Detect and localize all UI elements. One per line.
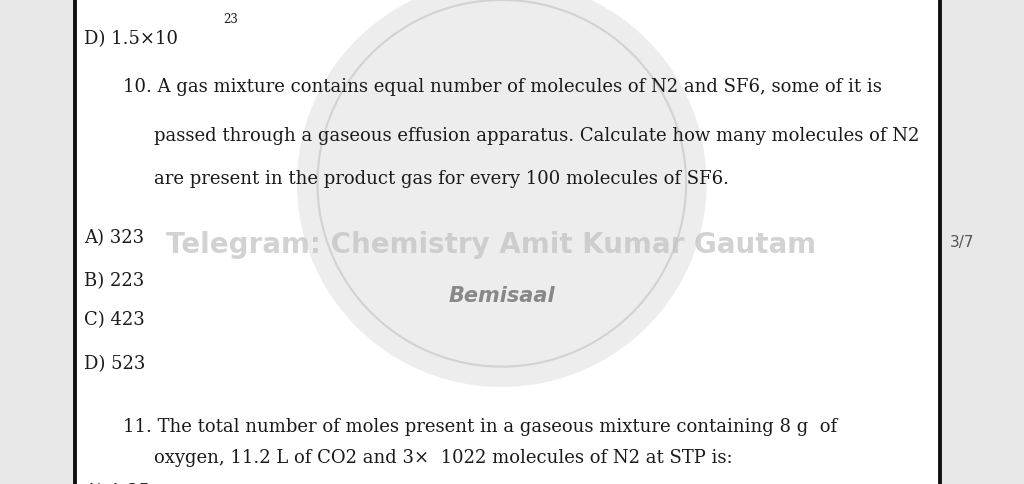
- Text: A) 323: A) 323: [84, 228, 144, 246]
- FancyBboxPatch shape: [75, 0, 940, 484]
- Text: Bemisaal: Bemisaal: [449, 285, 555, 305]
- Text: A) 1.25: A) 1.25: [84, 482, 150, 484]
- Text: oxygen, 11.2 L of CO2 and 3×  1022 molecules of N2 at STP is:: oxygen, 11.2 L of CO2 and 3× 1022 molecu…: [154, 448, 732, 467]
- Text: 3/7: 3/7: [950, 235, 975, 249]
- Text: Telegram: Chemistry Amit Kumar Gautam: Telegram: Chemistry Amit Kumar Gautam: [167, 230, 816, 258]
- Text: passed through a gaseous effusion apparatus. Calculate how many molecules of N2: passed through a gaseous effusion appara…: [154, 126, 919, 145]
- Text: 10. A gas mixture contains equal number of molecules of N2 and SF6, some of it i: 10. A gas mixture contains equal number …: [123, 78, 882, 96]
- Text: D) 523: D) 523: [84, 354, 145, 372]
- Text: C) 423: C) 423: [84, 310, 144, 329]
- Text: are present in the product gas for every 100 molecules of SF6.: are present in the product gas for every…: [154, 170, 729, 188]
- Text: D) 1.5×10: D) 1.5×10: [84, 30, 178, 48]
- Text: B) 223: B) 223: [84, 272, 144, 290]
- Text: 11. The total number of moles present in a gaseous mixture containing 8 g  of: 11. The total number of moles present in…: [123, 417, 837, 435]
- Text: 23: 23: [223, 13, 239, 26]
- Ellipse shape: [297, 0, 707, 387]
